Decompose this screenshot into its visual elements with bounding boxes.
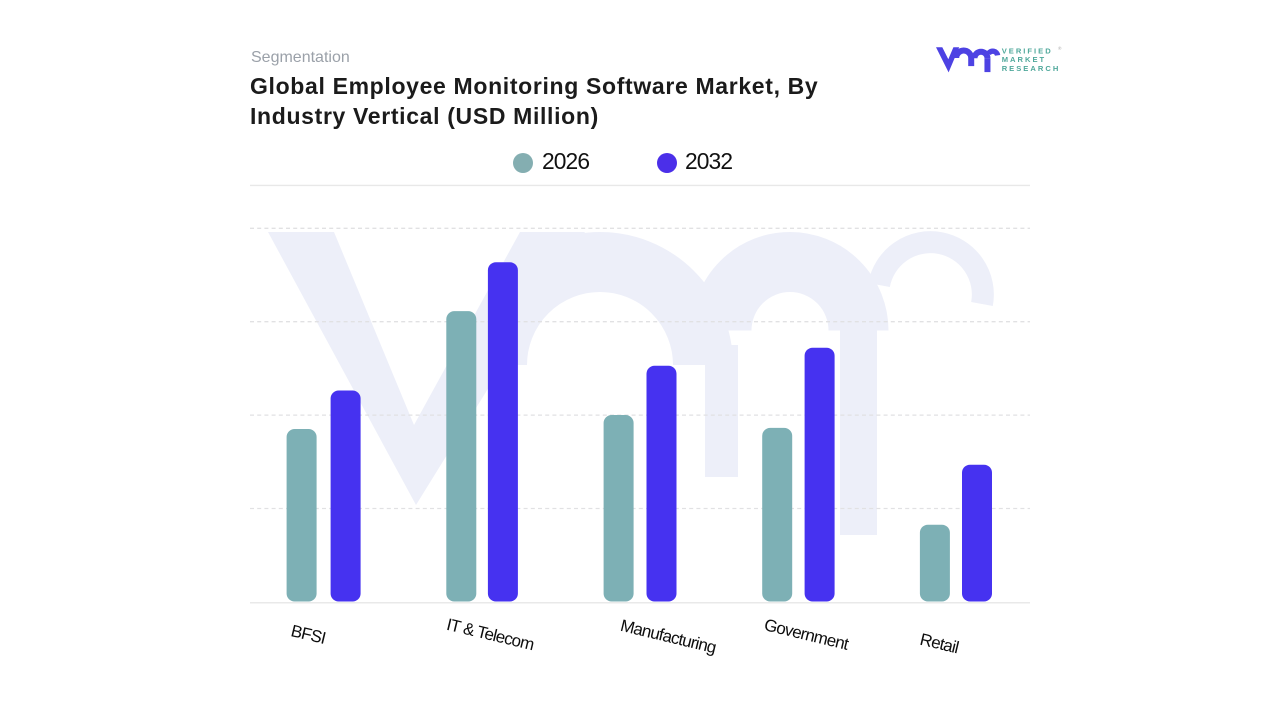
svg-text:MARKET: MARKET bbox=[1002, 55, 1046, 64]
svg-text:VERIFIED: VERIFIED bbox=[1002, 47, 1053, 56]
svg-text:®: ® bbox=[1058, 45, 1062, 51]
svg-text:RESEARCH: RESEARCH bbox=[1002, 64, 1061, 73]
